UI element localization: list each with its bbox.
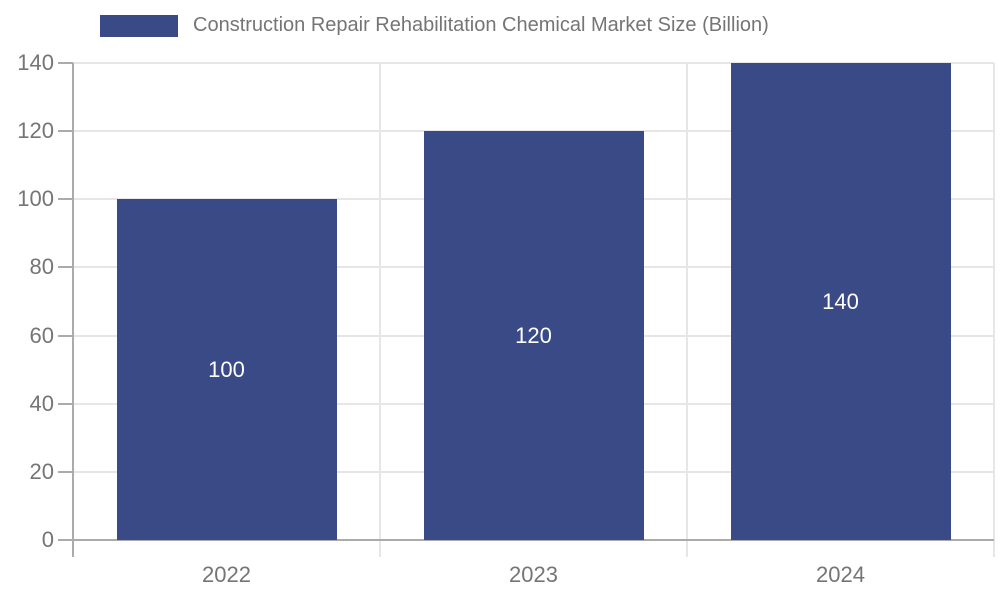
y-axis-tick	[58, 334, 73, 337]
y-tick-label: 40	[29, 390, 54, 416]
x-tick-label: 2024	[816, 562, 865, 587]
category-boundary-gridline	[686, 63, 688, 540]
y-tick-label: 20	[29, 458, 54, 484]
y-axis-tick	[58, 470, 73, 473]
x-tick-label: 2022	[202, 562, 251, 587]
bar-value-label: 100	[208, 356, 245, 382]
y-tick-label: 100	[17, 186, 54, 212]
y-gridline	[73, 62, 994, 64]
bar[interactable]	[423, 131, 644, 540]
y-tick-label: 0	[41, 527, 54, 552]
bar-value-label: 120	[515, 322, 552, 348]
category-boundary-gridline	[993, 63, 995, 540]
y-tick-label: 120	[17, 118, 54, 144]
y-tick-label: 60	[29, 322, 54, 348]
x-tick-label: 2023	[509, 562, 558, 587]
y-axis-tick	[58, 539, 73, 541]
x-axis-tick	[686, 540, 688, 557]
y-axis-tick	[58, 62, 73, 64]
legend-label: Construction Repair Rehabilitation Chemi…	[193, 14, 769, 36]
legend: Construction Repair Rehabilitation Chemi…	[0, 14, 1000, 46]
bar[interactable]	[116, 199, 337, 540]
y-axis-tick	[58, 266, 73, 269]
x-axis-line	[73, 539, 994, 541]
y-tick-label: 80	[29, 254, 54, 280]
x-axis-tick	[993, 540, 995, 557]
legend-swatch-icon	[100, 14, 178, 37]
bar[interactable]	[730, 63, 951, 540]
legend-item[interactable]: Construction Repair Rehabilitation Chemi…	[100, 14, 769, 37]
y-axis-tick	[58, 130, 73, 133]
x-axis-tick	[379, 540, 381, 557]
category-boundary-gridline	[379, 63, 381, 540]
y-axis-tick	[58, 198, 73, 201]
bar-value-label: 140	[822, 288, 859, 314]
y-tick-label: 140	[17, 50, 54, 75]
y-axis-line	[72, 63, 74, 557]
y-axis-tick	[58, 402, 73, 405]
